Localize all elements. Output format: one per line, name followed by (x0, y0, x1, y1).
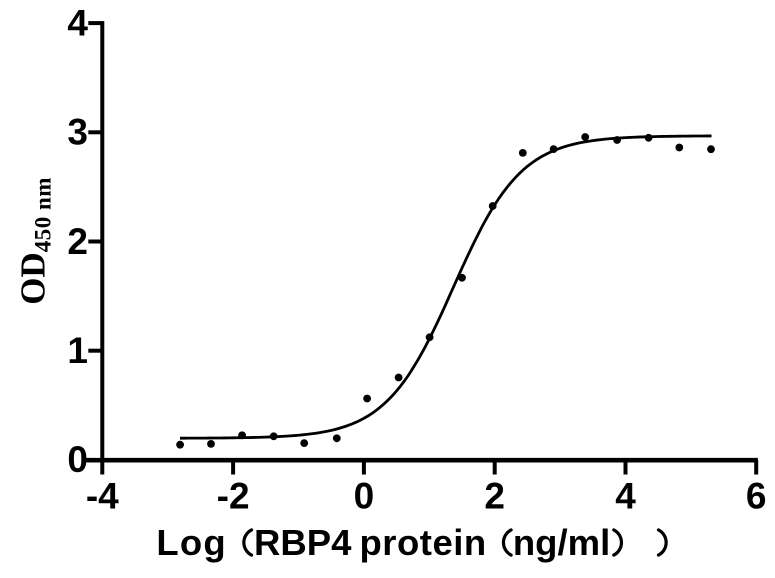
svg-text:ng/ml: ng/ml (513, 522, 610, 563)
svg-text:1: 1 (67, 330, 88, 371)
svg-text:4: 4 (67, 2, 88, 43)
svg-text:Log: Log (156, 522, 227, 563)
svg-text:-2: -2 (217, 476, 250, 517)
svg-text:2: 2 (67, 221, 88, 262)
svg-text:-4: -4 (86, 476, 119, 517)
svg-text:2: 2 (484, 476, 505, 517)
svg-text:0: 0 (67, 439, 88, 480)
svg-text:RBP4: RBP4 (254, 522, 352, 563)
svg-text:4: 4 (615, 476, 636, 517)
svg-text:6: 6 (746, 476, 767, 517)
svg-text:protein: protein (360, 522, 487, 563)
svg-text:3: 3 (67, 112, 88, 153)
svg-text:0: 0 (354, 476, 375, 517)
